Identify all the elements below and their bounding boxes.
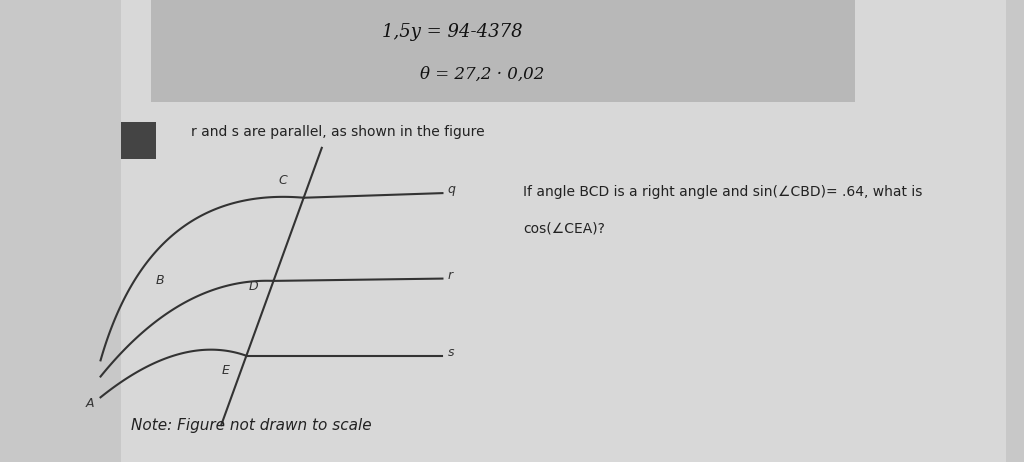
Text: D: D (249, 280, 258, 293)
Text: r and s are parallel, as shown in the figure: r and s are parallel, as shown in the fi… (191, 125, 484, 139)
Text: cos(∠CEA)?: cos(∠CEA)? (523, 222, 605, 236)
FancyBboxPatch shape (121, 0, 1006, 462)
Text: q: q (447, 183, 456, 196)
Text: E: E (221, 364, 229, 377)
FancyBboxPatch shape (151, 0, 855, 102)
Text: θ = 27,2 · 0,02: θ = 27,2 · 0,02 (421, 66, 545, 82)
Text: C: C (279, 174, 288, 187)
Text: Note: Figure not drawn to scale: Note: Figure not drawn to scale (131, 418, 372, 432)
Text: If angle BCD is a right angle and sin(∠CBD)= .64, what is: If angle BCD is a right angle and sin(∠C… (523, 185, 923, 199)
Text: s: s (447, 346, 454, 359)
Text: 1,5y = 94-4378: 1,5y = 94-4378 (382, 24, 523, 41)
Text: A: A (85, 396, 94, 409)
Text: B: B (156, 274, 165, 287)
FancyBboxPatch shape (121, 122, 156, 159)
Text: r: r (447, 268, 453, 281)
